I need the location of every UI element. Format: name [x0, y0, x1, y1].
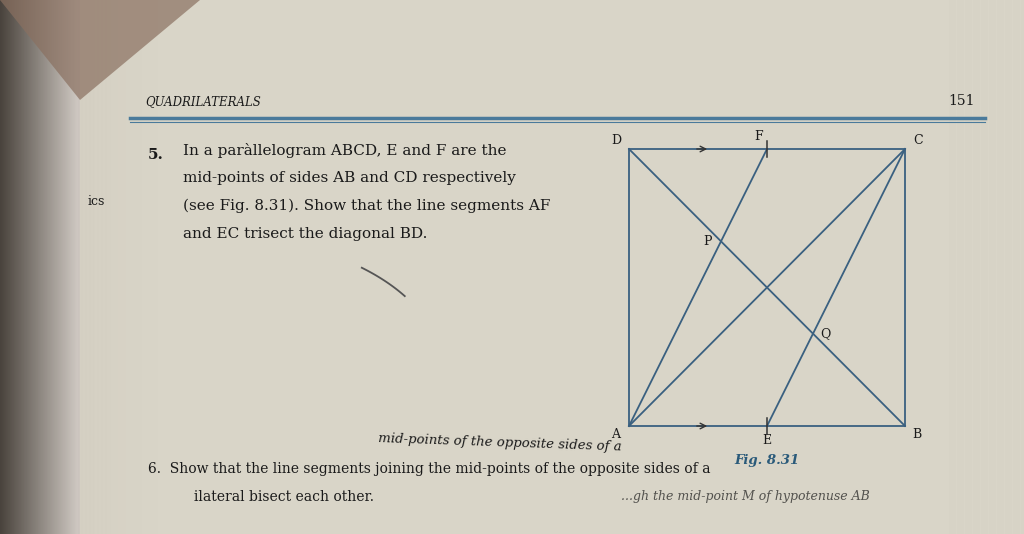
- Text: 5.: 5.: [148, 148, 164, 162]
- Text: C: C: [913, 135, 923, 147]
- Polygon shape: [80, 0, 1024, 534]
- Text: In a paràllelogram ABCD, E and F are the: In a paràllelogram ABCD, E and F are the: [183, 143, 507, 158]
- Text: ...gh the mid-point M of hypotenuse AB: ...gh the mid-point M of hypotenuse AB: [622, 490, 870, 503]
- Polygon shape: [0, 0, 200, 100]
- Text: A: A: [611, 428, 621, 441]
- Text: mid-points of the opposite sides of a: mid-points of the opposite sides of a: [378, 432, 622, 453]
- Text: D: D: [611, 135, 622, 147]
- Text: Q: Q: [820, 327, 830, 340]
- Text: E: E: [763, 434, 771, 446]
- Text: (see Fig. 8.31). Show that the line segments AF: (see Fig. 8.31). Show that the line segm…: [183, 199, 550, 214]
- Text: P: P: [703, 235, 713, 248]
- Text: 151: 151: [948, 94, 975, 108]
- Text: Fig. 8.31: Fig. 8.31: [734, 454, 800, 467]
- Text: ics: ics: [88, 195, 105, 208]
- Text: QUADRILATERALS: QUADRILATERALS: [145, 95, 261, 108]
- Text: and EC trisect the diagonal BD.: and EC trisect the diagonal BD.: [183, 227, 427, 241]
- Text: ilateral bisect each other.: ilateral bisect each other.: [172, 490, 374, 504]
- Text: mid-points of sides AB and CD respectively: mid-points of sides AB and CD respective…: [183, 171, 516, 185]
- Text: 6.  Show that the line segments joining the mid-points of the opposite sides of : 6. Show that the line segments joining t…: [148, 462, 711, 476]
- Text: F: F: [755, 130, 763, 144]
- Text: B: B: [912, 428, 922, 441]
